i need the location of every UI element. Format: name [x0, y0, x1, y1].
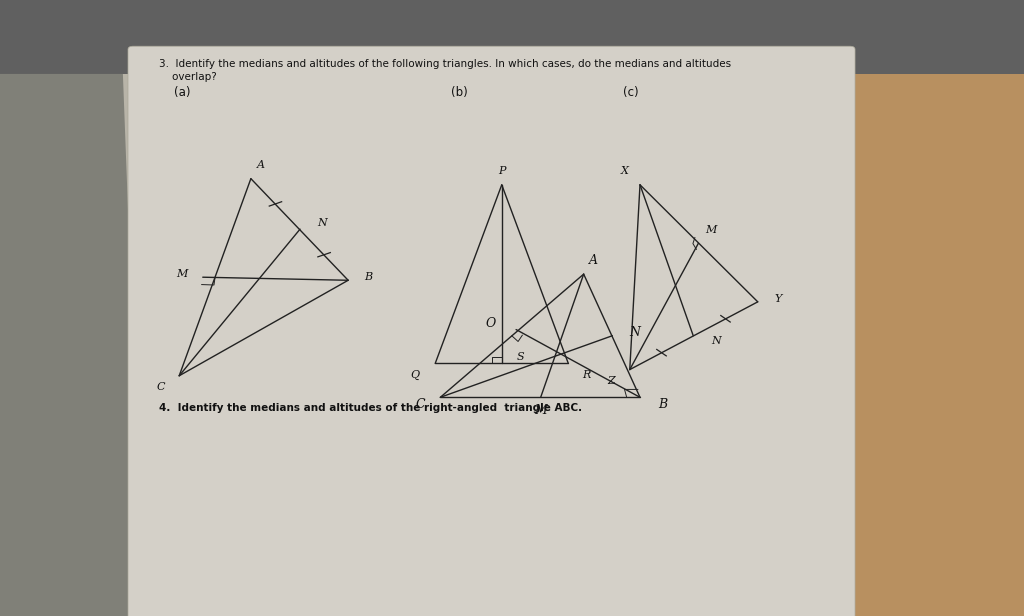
- Text: Z: Z: [607, 376, 615, 386]
- Text: A: A: [257, 160, 265, 170]
- Text: (a): (a): [174, 86, 190, 99]
- Text: X: X: [621, 166, 629, 176]
- Text: M: M: [535, 404, 547, 418]
- Text: 3.  Identify the medians and altitudes of the following triangles. In which case: 3. Identify the medians and altitudes of…: [159, 59, 731, 68]
- Text: P: P: [498, 166, 506, 176]
- Text: B: B: [658, 398, 667, 411]
- Text: B: B: [365, 272, 373, 282]
- Text: M: M: [705, 225, 717, 235]
- Text: A: A: [590, 254, 598, 267]
- FancyBboxPatch shape: [128, 46, 855, 616]
- Text: O: O: [485, 317, 496, 330]
- Text: R: R: [583, 370, 591, 379]
- Text: overlap?: overlap?: [159, 72, 216, 82]
- Text: M: M: [176, 269, 188, 279]
- Text: (c): (c): [623, 86, 638, 99]
- Text: 4.  Identify the medians and altitudes of the right-angled  triangle ABC.: 4. Identify the medians and altitudes of…: [159, 403, 582, 413]
- Text: N: N: [711, 336, 721, 346]
- Text: N: N: [630, 326, 640, 339]
- FancyBboxPatch shape: [0, 0, 1024, 74]
- Text: N: N: [317, 218, 328, 228]
- Polygon shape: [840, 74, 1024, 616]
- Text: S: S: [516, 352, 524, 362]
- Text: C: C: [415, 398, 425, 411]
- Text: Q: Q: [411, 370, 419, 379]
- Text: Y: Y: [774, 294, 782, 304]
- Text: C: C: [157, 382, 165, 392]
- Text: (b): (b): [451, 86, 467, 99]
- Polygon shape: [0, 74, 143, 616]
